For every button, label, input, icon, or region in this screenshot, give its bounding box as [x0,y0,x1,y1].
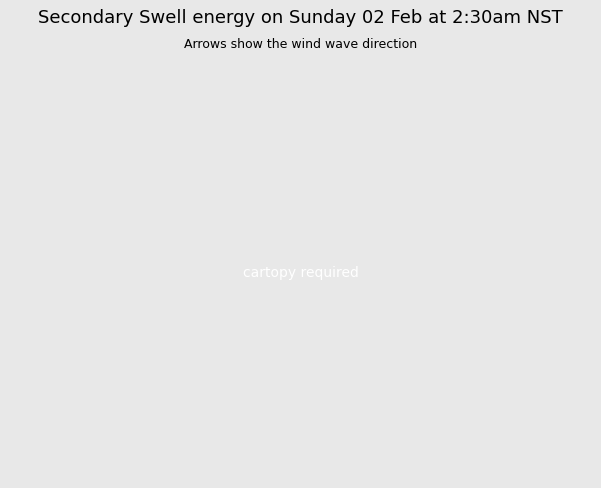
Text: Arrows show the wind wave direction: Arrows show the wind wave direction [184,39,417,51]
Text: cartopy required: cartopy required [243,265,358,279]
Text: Secondary Swell energy on Sunday 02 Feb at 2:30am NST: Secondary Swell energy on Sunday 02 Feb … [38,9,563,27]
